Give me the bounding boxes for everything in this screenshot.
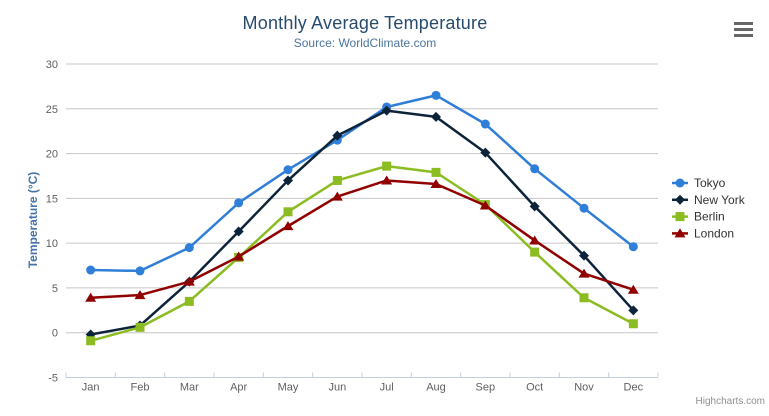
point-berlin-feb[interactable] — [135, 322, 145, 332]
legend-label: Tokyo — [694, 176, 726, 190]
x-axis-labels: Jan Feb Mar Apr May Jun Jul Aug Sep Oct Nov Dec — [82, 382, 644, 394]
x-axis-label: Nov — [574, 382, 594, 394]
point-new-york-dec[interactable] — [628, 305, 639, 316]
point-tokyo-sep[interactable] — [480, 119, 490, 129]
y-axis-label: 5 — [52, 283, 58, 295]
legend-item-berlin[interactable]: Berlin — [672, 210, 725, 224]
point-new-york-apr[interactable] — [233, 226, 244, 237]
legend-item-new-york[interactable]: New York — [672, 193, 746, 207]
legend: Tokyo New York Berlin London — [672, 176, 746, 240]
x-axis-label: Jul — [380, 382, 394, 394]
point-london-apr[interactable] — [233, 251, 245, 261]
legend-marker-london[interactable] — [674, 228, 686, 238]
x-axis-label: Oct — [526, 382, 543, 394]
point-new-york-aug[interactable] — [431, 111, 441, 122]
point-tokyo-nov[interactable] — [579, 203, 589, 213]
legend-marker-berlin[interactable] — [675, 212, 685, 222]
point-berlin-jun[interactable] — [332, 175, 342, 185]
point-tokyo-aug[interactable] — [431, 90, 441, 100]
point-london-jul[interactable] — [381, 175, 393, 185]
point-london-nov[interactable] — [578, 268, 590, 278]
point-london-feb[interactable] — [134, 290, 146, 300]
legend-marker-new-york[interactable] — [675, 194, 685, 205]
point-berlin-oct[interactable] — [530, 247, 540, 257]
legend-item-tokyo[interactable]: Tokyo — [672, 176, 726, 190]
x-axis-label: Feb — [131, 382, 150, 394]
x-axis-label: Sep — [476, 382, 496, 394]
series-line-london[interactable] — [89, 179, 635, 300]
legend-item-london[interactable]: London — [672, 226, 734, 240]
highcharts-credit-link[interactable]: Highcharts.com — [695, 396, 765, 407]
x-axis-label: Apr — [230, 382, 247, 394]
point-london-aug[interactable] — [430, 179, 442, 189]
legend-marker-tokyo[interactable] — [675, 178, 685, 188]
y-axis-labels: -5 0 5 10 15 20 25 30 — [46, 59, 58, 385]
x-axis-label: Aug — [426, 382, 446, 394]
point-berlin-aug[interactable] — [431, 167, 441, 177]
legend-label: New York — [694, 193, 746, 207]
point-berlin-jan[interactable] — [86, 336, 96, 346]
point-berlin-dec[interactable] — [628, 319, 638, 329]
y-axis-label: 15 — [46, 193, 58, 205]
point-berlin-may[interactable] — [283, 207, 293, 217]
point-london-mar[interactable] — [183, 276, 195, 286]
y-axis-label: 30 — [46, 59, 58, 71]
point-new-york-jul[interactable] — [381, 105, 392, 116]
legend-label: London — [694, 226, 734, 240]
export-menu-button[interactable] — [729, 16, 759, 40]
point-new-york-nov[interactable] — [579, 250, 589, 261]
point-tokyo-feb[interactable] — [135, 266, 145, 276]
y-axis-label: 0 — [52, 328, 58, 340]
point-tokyo-apr[interactable] — [234, 198, 244, 208]
x-axis-label: Jan — [82, 382, 100, 394]
point-berlin-nov[interactable] — [579, 293, 589, 303]
point-tokyo-jan[interactable] — [86, 265, 96, 275]
y-axis-label: 25 — [46, 104, 58, 116]
point-berlin-mar[interactable] — [184, 296, 194, 306]
x-axis-label: Dec — [624, 382, 644, 394]
series-line-new-york[interactable] — [89, 109, 635, 336]
point-new-york-jun[interactable] — [332, 130, 343, 141]
x-axis-label: Mar — [180, 382, 199, 394]
series-new-york — [85, 105, 639, 340]
point-london-sep[interactable] — [479, 200, 491, 210]
point-london-may[interactable] — [282, 221, 294, 231]
point-london-jun[interactable] — [331, 191, 343, 201]
series-tokyo — [86, 90, 638, 276]
y-axis-label: -5 — [48, 373, 58, 385]
x-axis — [65, 372, 659, 378]
y-axis-label: 20 — [46, 149, 58, 161]
point-london-jan[interactable] — [85, 292, 97, 302]
y-axis-label: 10 — [46, 238, 58, 250]
point-new-york-oct[interactable] — [529, 201, 540, 212]
series-london — [85, 175, 639, 302]
y-gridlines — [66, 63, 658, 334]
series-line-tokyo[interactable] — [89, 94, 635, 273]
point-london-dec[interactable] — [627, 284, 639, 294]
point-berlin-jul[interactable] — [382, 161, 392, 171]
x-axis-label: Jun — [328, 382, 346, 394]
point-tokyo-dec[interactable] — [628, 242, 638, 252]
x-axis-label: May — [278, 382, 299, 394]
point-tokyo-may[interactable] — [283, 165, 293, 175]
legend-label: Berlin — [694, 210, 725, 224]
point-tokyo-mar[interactable] — [184, 243, 194, 253]
point-tokyo-oct[interactable] — [530, 164, 540, 174]
series-line-berlin[interactable] — [89, 164, 635, 343]
point-new-york-may[interactable] — [283, 175, 293, 186]
point-london-oct[interactable] — [529, 235, 541, 245]
point-new-york-sep[interactable] — [480, 147, 491, 158]
